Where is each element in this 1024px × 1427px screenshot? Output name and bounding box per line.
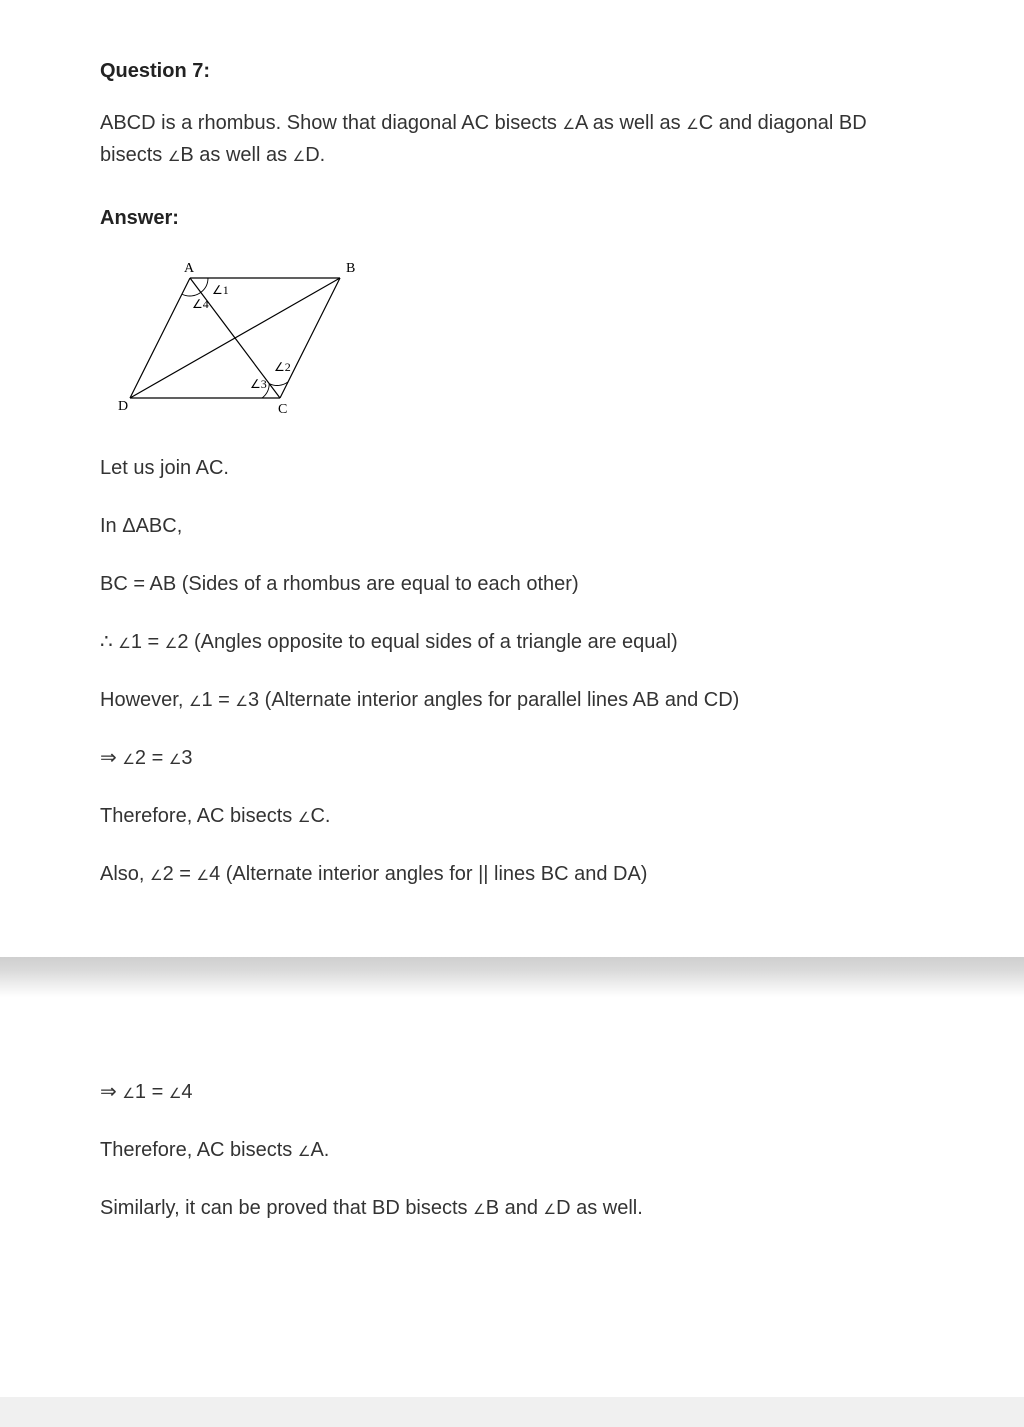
svg-text:A: A	[184, 261, 195, 276]
svg-text:∠3: ∠3	[250, 377, 267, 391]
svg-text:C: C	[278, 402, 287, 417]
proof-step-11: Similarly, it can be proved that BD bise…	[100, 1193, 924, 1223]
proof-step-9: ⇒ ∠1 = ∠4	[100, 1077, 924, 1107]
proof-step-1: Let us join AC.	[100, 453, 924, 483]
svg-text:B: B	[346, 261, 355, 276]
proof-step-2: In ΔABC,	[100, 511, 924, 541]
question-text: ABCD is a rhombus. Show that diagonal AC…	[100, 107, 924, 171]
proof-step-5: However, ∠1 = ∠3 (Alternate interior ang…	[100, 685, 924, 715]
svg-text:∠1: ∠1	[212, 283, 229, 297]
svg-text:D: D	[118, 399, 128, 414]
proof-step-3: BC = AB (Sides of a rhombus are equal to…	[100, 569, 924, 599]
proof-step-4: ∴ ∠1 = ∠2 (Angles opposite to equal side…	[100, 627, 924, 657]
page-1: Question 7: ABCD is a rhombus. Show that…	[0, 0, 1024, 957]
proof-step-7: Therefore, AC bisects ∠C.	[100, 801, 924, 831]
proof-step-8: Also, ∠2 = ∠4 (Alternate interior angles…	[100, 859, 924, 889]
rhombus-diagram: A B C D ∠1∠4 ∠2 ∠3	[110, 258, 924, 423]
svg-text:∠4: ∠4	[192, 297, 209, 311]
svg-text:∠2: ∠2	[274, 360, 291, 374]
answer-label: Answer:	[100, 207, 924, 230]
rhombus-svg: A B C D ∠1∠4 ∠2 ∠3	[110, 258, 370, 418]
proof-step-6: ⇒ ∠2 = ∠3	[100, 743, 924, 773]
proof-step-10: Therefore, AC bisects ∠A.	[100, 1135, 924, 1165]
question-label: Question 7:	[100, 60, 924, 83]
page-divider	[0, 957, 1024, 997]
page-2: ⇒ ∠1 = ∠4 Therefore, AC bisects ∠A. Simi…	[0, 997, 1024, 1397]
